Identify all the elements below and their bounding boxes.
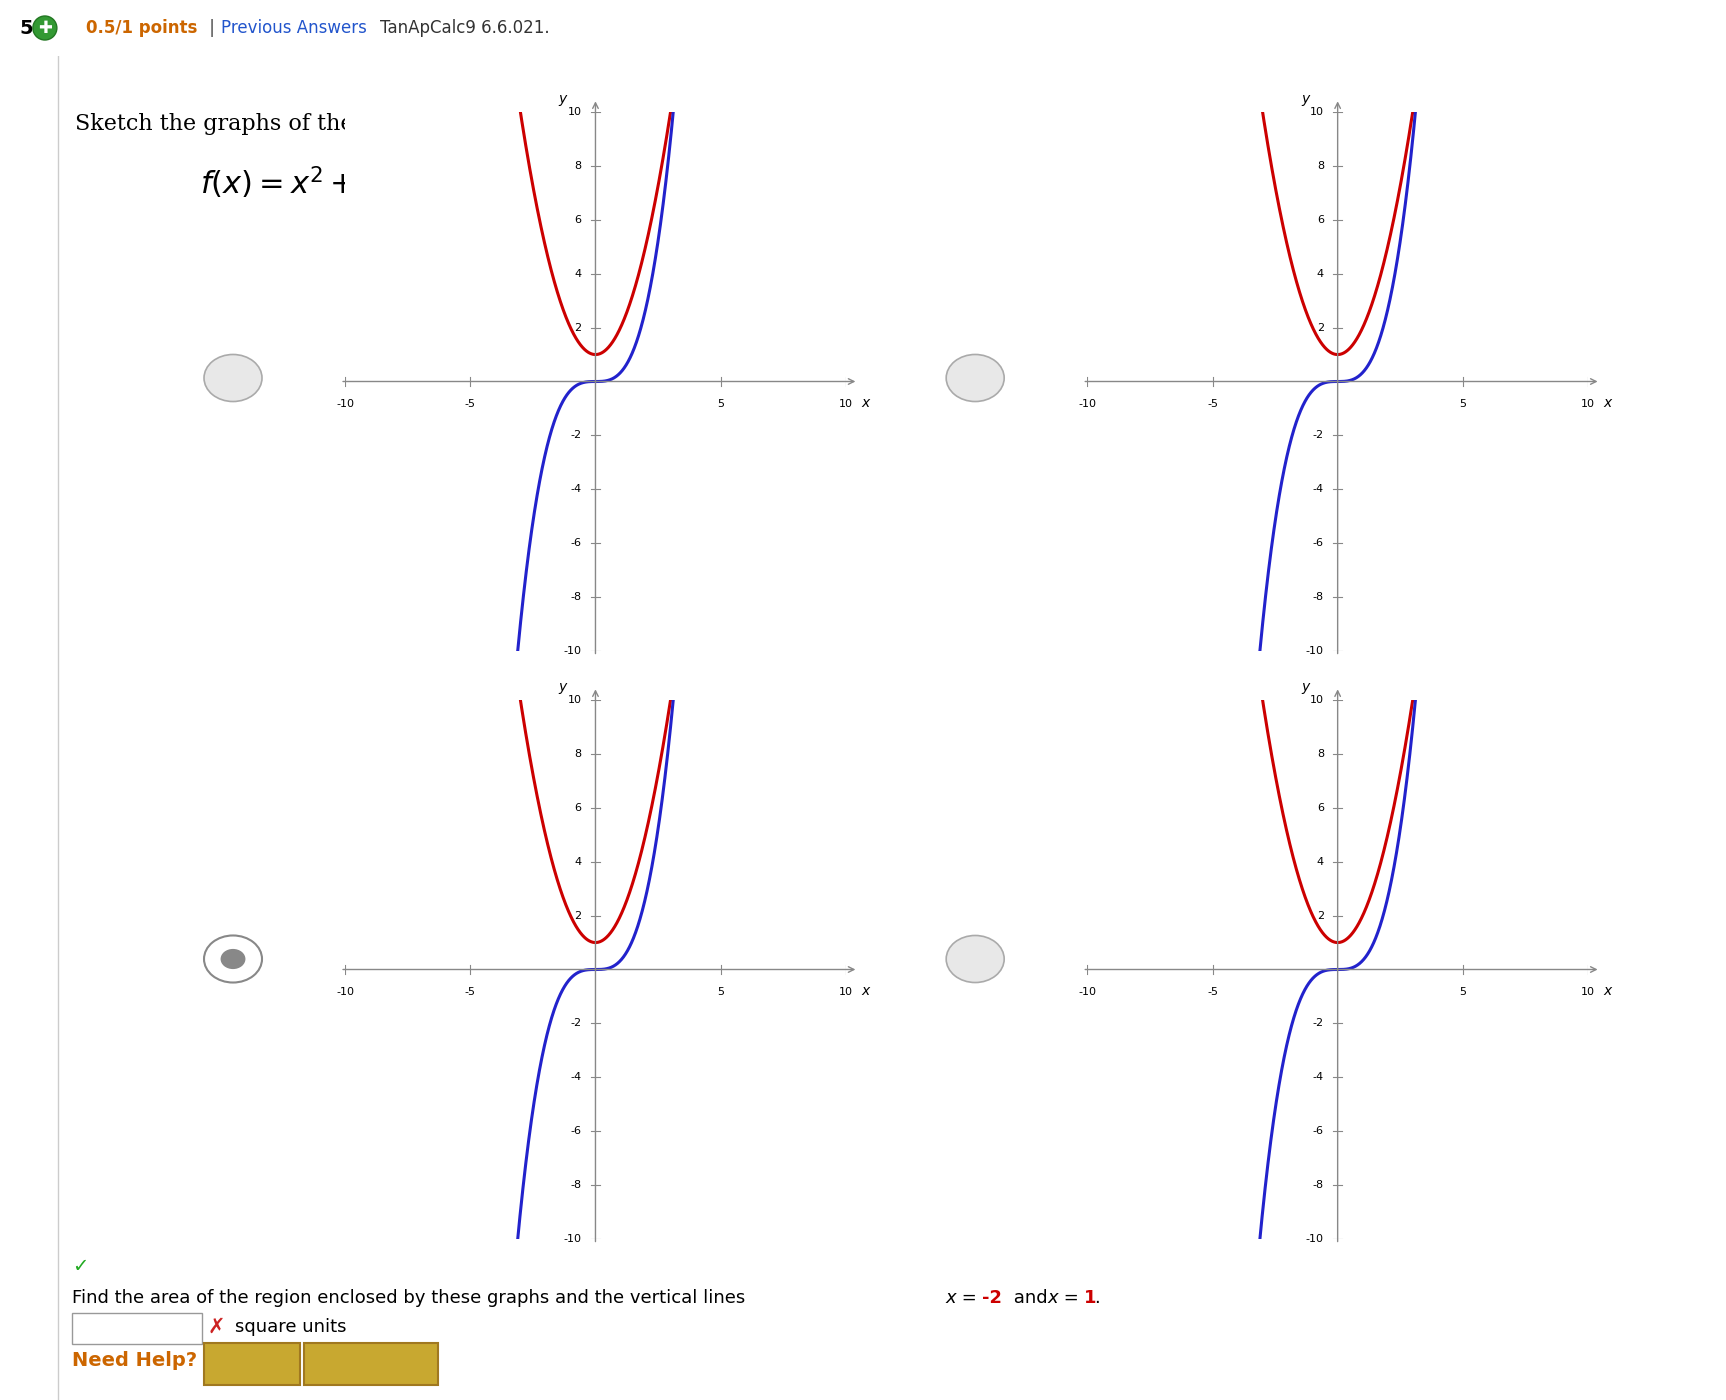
Text: 10: 10 <box>568 694 582 706</box>
Text: y: y <box>1301 679 1310 693</box>
Text: ✗: ✗ <box>207 1317 224 1337</box>
Text: 10: 10 <box>1581 399 1595 409</box>
Text: -5: -5 <box>1206 399 1219 409</box>
Text: 2: 2 <box>1317 910 1324 921</box>
Text: x: x <box>861 396 870 410</box>
Text: Need Help?: Need Help? <box>72 1351 197 1371</box>
Text: -10: -10 <box>1079 399 1096 409</box>
Text: 5: 5 <box>1458 399 1467 409</box>
Text: -5: -5 <box>464 399 476 409</box>
Text: 4: 4 <box>575 269 582 279</box>
Text: .: . <box>1094 1289 1099 1306</box>
Text: 2: 2 <box>1317 322 1324 333</box>
Text: -10: -10 <box>337 399 354 409</box>
Text: 8: 8 <box>1317 161 1324 171</box>
Text: -2: -2 <box>1313 430 1324 441</box>
Text: -4: -4 <box>1313 1072 1324 1082</box>
Text: -10: -10 <box>1307 1233 1324 1245</box>
Text: f: f <box>471 113 480 134</box>
Text: Find the area of the region enclosed by these graphs and the vertical lines: Find the area of the region enclosed by … <box>72 1289 751 1306</box>
Text: x: x <box>946 1289 956 1306</box>
Text: 8: 8 <box>575 161 582 171</box>
Text: -4: -4 <box>571 1072 582 1082</box>
Text: x: x <box>1603 396 1612 410</box>
Text: -6: -6 <box>1313 538 1324 549</box>
Text: 4: 4 <box>575 857 582 867</box>
Text: -4: -4 <box>571 484 582 494</box>
Text: -10: -10 <box>564 645 582 657</box>
Text: 5: 5 <box>1458 987 1467 997</box>
Text: Sketch the graphs of the functions: Sketch the graphs of the functions <box>74 113 464 134</box>
Text: y: y <box>559 91 568 105</box>
Text: -2: -2 <box>571 1018 582 1029</box>
Text: -10: -10 <box>564 1233 582 1245</box>
Text: -6: -6 <box>1313 1126 1324 1137</box>
Text: =: = <box>1058 1289 1084 1306</box>
Text: Previous Answers: Previous Answers <box>221 20 368 36</box>
Text: and: and <box>483 113 525 134</box>
Text: y: y <box>1301 91 1310 105</box>
Text: 6: 6 <box>575 214 582 225</box>
Text: TanApCalc9 6.6.021.: TanApCalc9 6.6.021. <box>380 20 549 36</box>
Text: 2: 2 <box>575 322 582 333</box>
Text: =: = <box>956 1289 982 1306</box>
Text: -6: -6 <box>571 1126 582 1137</box>
Text: 8: 8 <box>575 749 582 759</box>
Text: 10: 10 <box>568 106 582 118</box>
Text: -4: -4 <box>1313 484 1324 494</box>
Text: -8: -8 <box>571 1180 582 1190</box>
Text: Chat About It: Chat About It <box>314 1354 428 1368</box>
Text: -8: -8 <box>1313 592 1324 602</box>
Text: -10: -10 <box>337 987 354 997</box>
Text: -5: -5 <box>464 987 476 997</box>
Text: -10: -10 <box>1307 645 1324 657</box>
Text: 10: 10 <box>1310 694 1324 706</box>
Text: x: x <box>1048 1289 1058 1306</box>
Text: ✚: ✚ <box>38 20 52 36</box>
Text: -5: -5 <box>1206 987 1219 997</box>
Text: 10: 10 <box>1581 987 1595 997</box>
Text: g.: g. <box>525 113 545 134</box>
Text: -8: -8 <box>571 592 582 602</box>
Text: Read It: Read It <box>221 1354 283 1368</box>
Text: ✓: ✓ <box>72 1257 88 1277</box>
Text: 0.5/1 points: 0.5/1 points <box>86 20 198 36</box>
Text: 4: 4 <box>1317 269 1324 279</box>
Text: -8: -8 <box>1313 1180 1324 1190</box>
Text: x: x <box>861 984 870 998</box>
Text: |: | <box>204 20 219 36</box>
Text: 5: 5 <box>716 399 725 409</box>
Text: $f(x) = x^2 + 1,\;g(x) = \dfrac{1}{3}x^3$: $f(x) = x^2 + 1,\;g(x) = \dfrac{1}{3}x^3… <box>200 157 559 214</box>
Text: 6: 6 <box>1317 802 1324 813</box>
Text: x: x <box>1603 984 1612 998</box>
Text: 10: 10 <box>1310 106 1324 118</box>
Text: 6: 6 <box>1317 214 1324 225</box>
Text: 8: 8 <box>1317 749 1324 759</box>
Text: -2: -2 <box>1313 1018 1324 1029</box>
Text: 10: 10 <box>839 987 853 997</box>
Text: 2: 2 <box>575 910 582 921</box>
Text: and: and <box>1008 1289 1053 1306</box>
Text: 5.: 5. <box>19 18 40 38</box>
Text: square units: square units <box>235 1319 347 1336</box>
Text: y: y <box>559 679 568 693</box>
Text: 6: 6 <box>575 802 582 813</box>
Text: -2: -2 <box>571 430 582 441</box>
Text: 10: 10 <box>839 399 853 409</box>
Text: 5: 5 <box>716 987 725 997</box>
Text: 4: 4 <box>1317 857 1324 867</box>
Text: -6: -6 <box>571 538 582 549</box>
Text: -2: -2 <box>982 1289 1003 1306</box>
Text: 10: 10 <box>83 1319 107 1336</box>
Text: 1: 1 <box>1084 1289 1096 1306</box>
Text: -10: -10 <box>1079 987 1096 997</box>
